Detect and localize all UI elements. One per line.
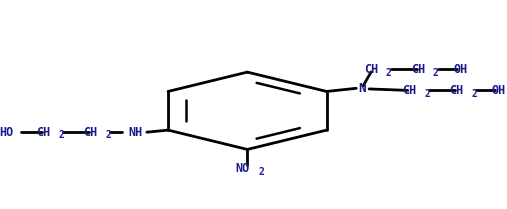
Text: OH: OH xyxy=(453,63,468,76)
Text: 2: 2 xyxy=(433,68,439,78)
Text: 2: 2 xyxy=(258,167,264,177)
Text: CH: CH xyxy=(411,63,425,76)
Text: 2: 2 xyxy=(105,130,111,140)
Text: 2: 2 xyxy=(424,89,430,98)
Text: CH: CH xyxy=(449,84,463,97)
Text: 2: 2 xyxy=(58,130,64,140)
Text: NO: NO xyxy=(235,162,249,175)
Text: CH: CH xyxy=(402,84,416,97)
Text: 2: 2 xyxy=(471,89,477,98)
Text: 2: 2 xyxy=(386,68,392,78)
Text: N: N xyxy=(358,82,366,95)
Text: OH: OH xyxy=(492,84,506,97)
Text: NH: NH xyxy=(129,126,143,139)
Text: CH: CH xyxy=(37,126,51,139)
Text: HO: HO xyxy=(0,126,14,139)
Text: CH: CH xyxy=(364,63,378,76)
Text: CH: CH xyxy=(83,126,97,139)
